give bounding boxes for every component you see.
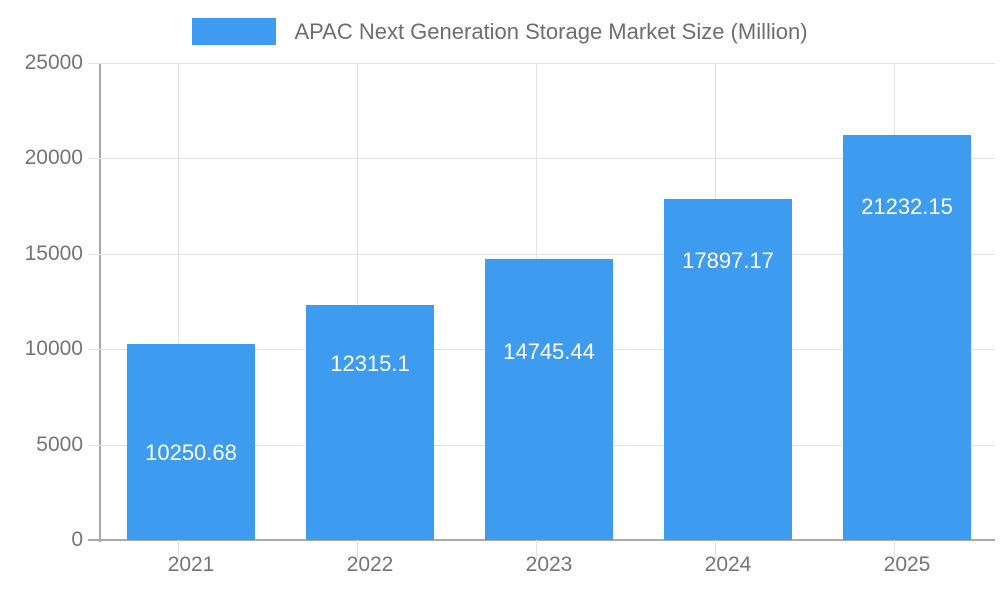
bar-2025[interactable]: 21232.15 [843, 134, 971, 540]
bar-2021[interactable]: 10250.68 [127, 344, 255, 540]
legend-label: APAC Next Generation Storage Market Size… [294, 18, 808, 44]
chart-legend: APAC Next Generation Storage Market Size… [0, 14, 1000, 48]
y-tick-label-5000: 5000 [36, 432, 83, 456]
x-tick-label-2022: 2022 [346, 553, 394, 576]
gridline-y-25000 [88, 63, 995, 64]
x-axis-line [88, 539, 995, 541]
y-tick-label-15000: 15000 [24, 241, 83, 265]
y-tick-label-25000: 25000 [24, 51, 83, 74]
y-axis-line [99, 63, 101, 542]
bar-value-label: 17897.17 [682, 247, 774, 273]
x-tick-label-2025: 2025 [883, 553, 931, 576]
x-tick-label-2021: 2021 [167, 553, 215, 576]
bar-2022[interactable]: 12315.1 [306, 305, 434, 540]
bar-2024[interactable]: 17897.17 [664, 198, 792, 540]
bar-value-label: 10250.68 [145, 440, 237, 466]
bar-value-label: 14745.44 [503, 338, 595, 364]
y-tick-label-10000: 10000 [24, 337, 83, 361]
plot-area: 25000 20000 15000 10000 5000 0 10250.68 … [25, 51, 995, 560]
legend-item-series-1[interactable]: APAC Next Generation Storage Market Size… [192, 17, 808, 45]
y-tick-label-0: 0 [71, 528, 83, 551]
bar-2023[interactable]: 14745.44 [485, 258, 613, 540]
bar-value-label: 12315.1 [330, 351, 410, 376]
bar-value-label: 21232.15 [861, 193, 953, 219]
x-tick-label-2023: 2023 [525, 553, 573, 576]
gridline-x-1 [178, 63, 179, 560]
y-tick-label-20000: 20000 [24, 146, 83, 170]
legend-color-swatch-icon [192, 17, 277, 45]
gridline-y-15000 [88, 253, 995, 255]
gridline-y-20000 [88, 158, 995, 160]
x-tick-label-2024: 2024 [704, 553, 752, 576]
